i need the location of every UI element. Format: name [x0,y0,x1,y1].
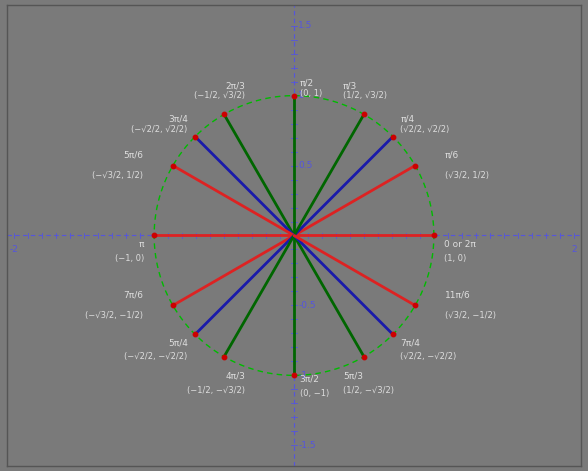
Text: π/4: π/4 [400,114,415,123]
Text: π/6: π/6 [445,151,459,160]
Text: 4π/3: 4π/3 [225,372,245,381]
Text: (1/2, √3/2): (1/2, √3/2) [343,91,387,100]
Text: -1.5: -1.5 [298,441,316,450]
Text: -0.5: -0.5 [298,301,316,310]
Text: (−1, 0): (−1, 0) [115,254,144,263]
Text: 5π/3: 5π/3 [343,372,363,381]
Text: (−√2/2, √2/2): (−√2/2, √2/2) [132,125,188,134]
Text: (−√3/2, −1/2): (−√3/2, −1/2) [85,311,143,320]
Text: π/3: π/3 [343,81,357,90]
Text: (−1/2, √3/2): (−1/2, √3/2) [194,91,245,100]
Text: (0, −1): (0, −1) [300,389,329,398]
Text: 0.5: 0.5 [298,161,313,170]
Text: -2: -2 [10,245,19,254]
Text: π/2: π/2 [300,78,314,87]
Text: (1, 0): (1, 0) [444,254,466,263]
Text: 7π/4: 7π/4 [400,338,420,348]
Text: 11π/6: 11π/6 [445,291,471,300]
Text: -1: -1 [298,371,307,380]
Text: 1.5: 1.5 [298,21,313,30]
Text: π: π [139,241,144,250]
Text: 0 or 2π: 0 or 2π [444,241,476,250]
Text: (√2/2, −√2/2): (√2/2, −√2/2) [400,352,456,361]
Text: (√3/2, −1/2): (√3/2, −1/2) [445,311,496,320]
Text: (1/2, −√3/2): (1/2, −√3/2) [343,386,394,395]
Text: (−√2/2, −√2/2): (−√2/2, −√2/2) [125,352,188,361]
Text: 7π/6: 7π/6 [123,291,143,300]
Text: 5π/6: 5π/6 [123,151,143,160]
Text: (0, 1): (0, 1) [300,89,322,97]
Text: 5π/4: 5π/4 [168,338,188,348]
Text: (−√3/2, 1/2): (−√3/2, 1/2) [92,171,143,180]
Text: (√2/2, √2/2): (√2/2, √2/2) [400,125,450,134]
Text: (√3/2, 1/2): (√3/2, 1/2) [445,171,489,180]
Text: 3π/2: 3π/2 [300,375,319,384]
Text: 3π/4: 3π/4 [168,114,188,123]
Text: (−1/2, −√3/2): (−1/2, −√3/2) [187,386,245,395]
Text: 1: 1 [298,91,304,100]
Text: 2: 2 [571,245,577,254]
Text: 2π/3: 2π/3 [225,81,245,90]
